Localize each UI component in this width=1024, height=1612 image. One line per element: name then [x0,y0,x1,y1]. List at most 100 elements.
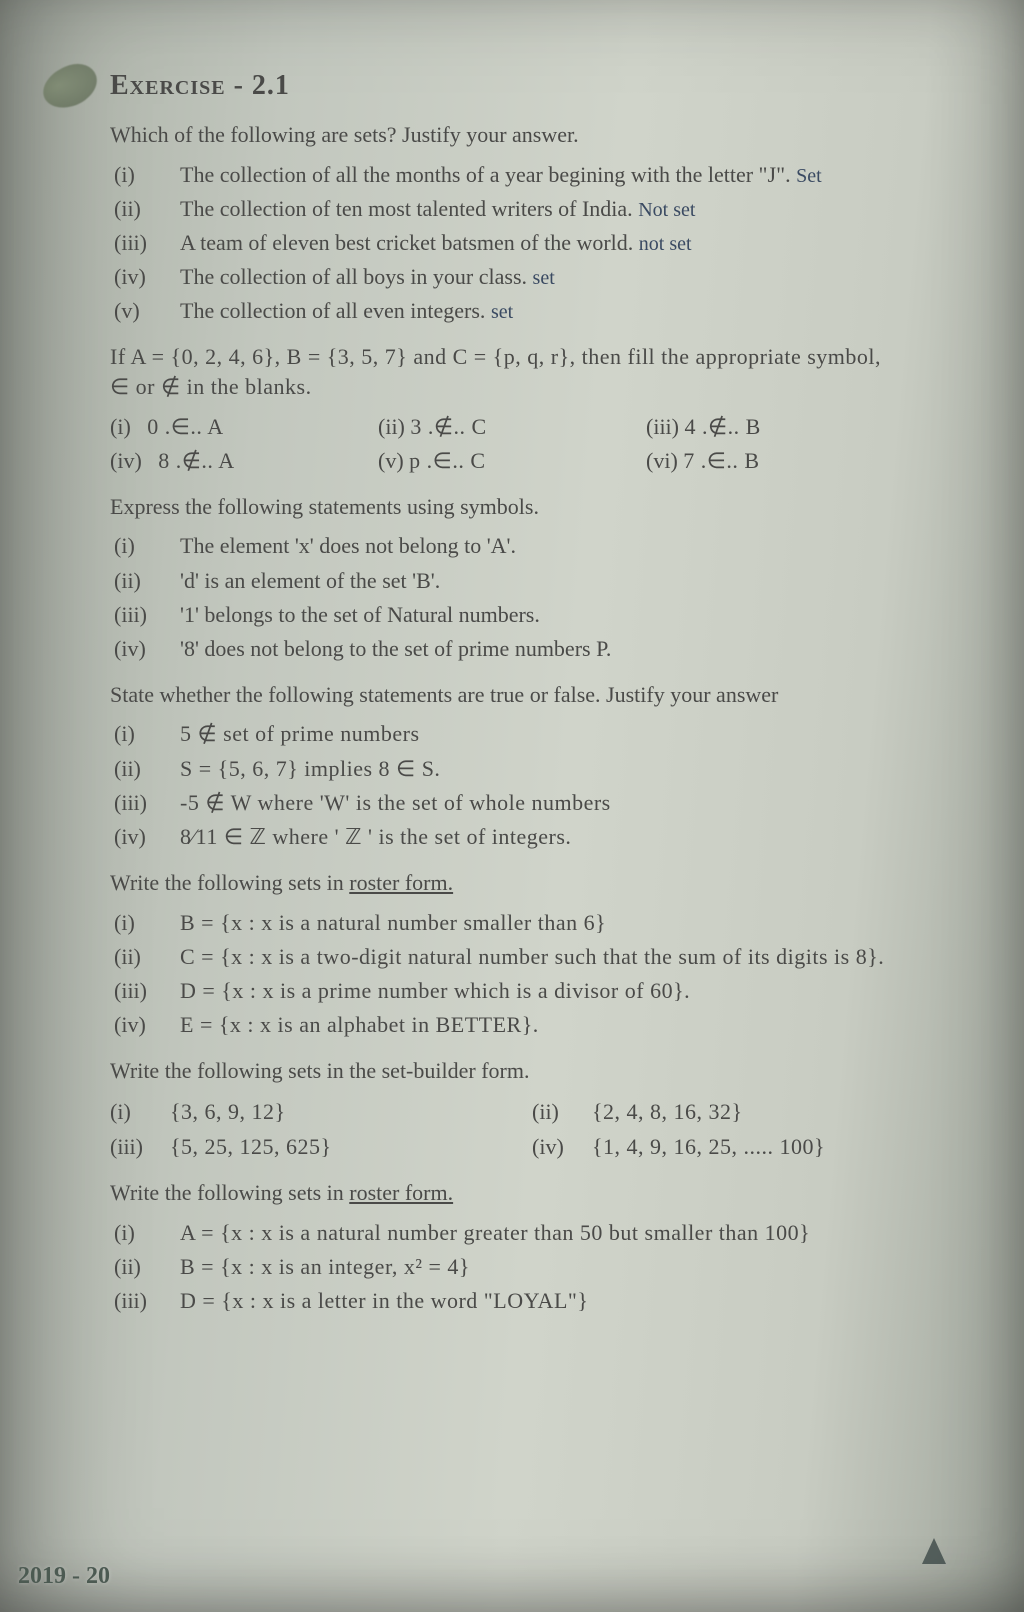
q2-head-a: If A = {0, 2, 4, 6}, B = {3, 5, 7} and C… [110,344,881,369]
item-text-content: The collection of ten most talented writ… [180,196,633,221]
q2-item: (iv) 8 .∉.. A [110,444,378,478]
item-number: (ii) [110,564,180,598]
item-text: The collection of ten most talented writ… [180,192,954,226]
item-number: (iv) [110,632,180,666]
item-number: (ii) [378,414,405,439]
item-text: The collection of all boys in your class… [180,260,954,294]
q4-item: (iv)8⁄11 ∈ ℤ where ' ℤ ' is the set of i… [110,820,954,854]
q7-item: (iii)D = {x : x is a letter in the word … [110,1284,954,1318]
q7-item: (i)A = {x : x is a natural number greate… [110,1216,954,1250]
item-number: (i) [110,529,180,563]
q2-head: If A = {0, 2, 4, 6}, B = {3, 5, 7} and C… [110,342,954,401]
q6-items: (i) {3, 6, 9, 12} (ii) {2, 4, 8, 16, 32}… [110,1094,954,1164]
q5-item: (ii)C = {x : x is a two-digit natural nu… [110,940,954,974]
item-text-content: The collection of all boys in your class… [180,264,527,289]
item-text: 5 ∉ set of prime numbers [180,717,954,751]
q2-item: (v) p .∈.. C [378,444,646,478]
item-text: D = {x : x is a prime number which is a … [180,974,954,1008]
item-text: 0 .∈.. A [147,414,223,439]
item-text: A team of eleven best cricket batsmen of… [180,226,954,260]
item-number: (ii) [532,1094,592,1129]
item-text: E = {x : x is an alphabet in BETTER}. [180,1008,954,1042]
q7-item: (ii)B = {x : x is an integer, x² = 4} [110,1250,954,1284]
item-number: (iv) [110,260,180,294]
item-number: (iii) [110,226,180,260]
q5-item: (iv)E = {x : x is an alphabet in BETTER}… [110,1008,954,1042]
q2-item: (iii) 4 .∉.. B [646,410,914,444]
item-text: The collection of all even integers. set [180,294,954,328]
q5-head: Write the following sets in roster form. [110,868,954,898]
q7-head-pre: Write the following sets in [110,1180,349,1205]
q1-items: (i) The collection of all the months of … [110,158,954,328]
item-text: 7 .∈.. B [683,448,759,473]
q2-item: (vi) 7 .∈.. B [646,444,914,478]
footer-year: 2019 - 20 [18,1563,110,1590]
item-number: (iii) [646,414,679,439]
q3-head: Express the following statements using s… [110,492,954,522]
q1-item: (v) The collection of all even integers.… [110,294,954,328]
item-number: (iii) [110,598,180,632]
item-text: D = {x : x is a letter in the word "LOYA… [180,1284,954,1318]
item-text-content: A team of eleven best cricket batsmen of… [180,230,633,255]
q5-item: (iii)D = {x : x is a prime number which … [110,974,954,1008]
item-text: S = {5, 6, 7} implies 8 ∈ S. [180,752,954,786]
item-text: '1' belongs to the set of Natural number… [180,598,954,632]
item-text: The collection of all the months of a ye… [180,158,954,192]
item-text: p .∈.. C [409,448,485,473]
item-text: {5, 25, 125, 625} [170,1129,532,1164]
q1-item: (iv) The collection of all boys in your … [110,260,954,294]
q3-item: (i)The element 'x' does not belong to 'A… [110,529,954,563]
item-text: 8⁄11 ∈ ℤ where ' ℤ ' is the set of integ… [180,820,954,854]
item-number: (vi) [646,448,678,473]
handwritten-note: Set [796,165,822,187]
q2-head-b: ∈ or ∉ in the blanks. [110,374,312,399]
item-number: (iv) [110,1008,180,1042]
item-number: (v) [378,448,404,473]
item-number: (ii) [110,940,180,974]
item-number: (iv) [532,1129,592,1164]
q2-row2: (iv) 8 .∉.. A (v) p .∈.. C (vi) 7 .∈.. B [110,444,954,478]
handwritten-note: set [491,301,513,323]
handwritten-note: not set [639,233,692,255]
handwritten-note: Not set [638,199,695,221]
item-text: B = {x : x is an integer, x² = 4} [180,1250,954,1284]
q3-item: (iv)'8' does not belong to the set of pr… [110,632,954,666]
item-text: '8' does not belong to the set of prime … [180,632,954,666]
q2-item: (ii) 3 .∉.. C [378,410,646,444]
item-number: (iv) [110,448,142,473]
q6-head: Write the following sets in the set-buil… [110,1056,954,1086]
q7-items: (i)A = {x : x is a natural number greate… [110,1216,954,1318]
item-text: The element 'x' does not belong to 'A'. [180,529,954,563]
item-text: 3 .∉.. C [410,414,486,439]
item-number: (iv) [110,820,180,854]
q1-item: (iii) A team of eleven best cricket bats… [110,226,954,260]
q5-item: (i)B = {x : x is a natural number smalle… [110,906,954,940]
leaf-decoration [37,58,103,113]
exercise-title: Exercise - 2.1 [110,70,954,102]
item-number: (iii) [110,974,180,1008]
item-text: C = {x : x is a two-digit natural number… [180,940,954,974]
item-number: (ii) [110,1250,180,1284]
q2-item: (i) 0 .∈.. A [110,410,378,444]
item-text-content: The collection of all even integers. [180,298,485,323]
item-number: (i) [110,1094,170,1129]
item-text: -5 ∉ W where 'W' is the set of whole num… [180,786,954,820]
corner-triangle-icon [922,1538,946,1564]
item-number: (i) [110,717,180,751]
q6-row: (iii) {5, 25, 125, 625} (iv) {1, 4, 9, 1… [110,1129,954,1164]
item-text: {2, 4, 8, 16, 32} [592,1094,954,1129]
item-number: (ii) [110,192,180,226]
item-text: {1, 4, 9, 16, 25, ..... 100} [592,1129,954,1164]
q4-item: (ii)S = {5, 6, 7} implies 8 ∈ S. [110,752,954,786]
item-text: 4 .∉.. B [685,414,761,439]
item-number: (v) [110,294,180,328]
q7-head-underline: roster form. [349,1180,453,1205]
page: Exercise - 2.1 Which of the following ar… [0,0,1024,1612]
q5-head-pre: Write the following sets in [110,870,349,895]
item-number: (i) [110,1216,180,1250]
item-number: (iii) [110,1129,170,1164]
q4-head: State whether the following statements a… [110,680,954,710]
q1-item: (ii) The collection of ten most talented… [110,192,954,226]
q1-item: (i) The collection of all the months of … [110,158,954,192]
q4-item: (iii)-5 ∉ W where 'W' is the set of whol… [110,786,954,820]
